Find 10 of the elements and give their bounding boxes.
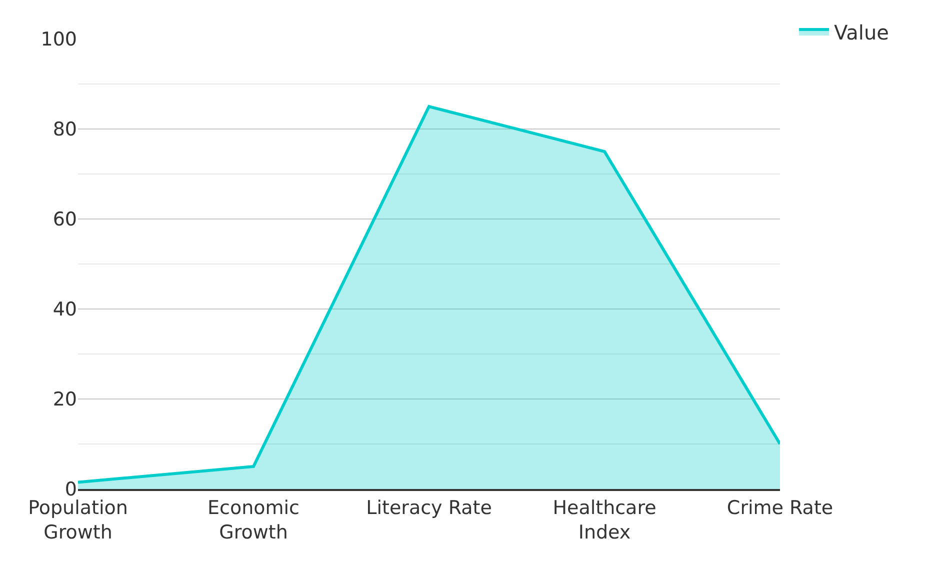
y-tick-label: 40 [52,298,77,321]
y-tick-label: 100 [40,28,77,51]
x-tick-label: Literacy Rate [366,496,492,519]
x-tick-label: Economic Growth [208,496,300,544]
y-tick-label: 80 [52,118,77,141]
y-tick-label: 20 [52,388,77,411]
y-tick-label: 60 [52,208,77,231]
x-tick-label: Healthcare Index [552,496,656,544]
x-tick-label: Crime Rate [726,496,834,519]
legend-label: Value [834,20,889,44]
